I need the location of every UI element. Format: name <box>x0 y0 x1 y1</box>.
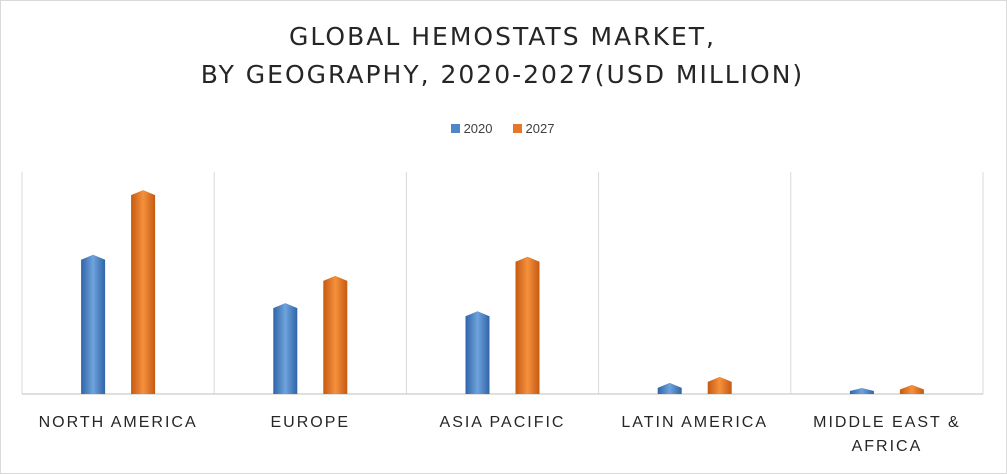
chart-title: GLOBAL HEMOSTATS MARKET, BY GEOGRAPHY, 2… <box>0 18 1005 94</box>
bar-2027-0 <box>131 190 156 394</box>
bar-2027-4 <box>899 384 924 394</box>
x-tick-label: NORTH AMERICA <box>39 414 198 431</box>
bar-2020-2 <box>465 311 490 394</box>
bar-2020-4 <box>849 387 874 394</box>
x-tick-label: LATIN AMERICA <box>621 414 768 431</box>
bar-2020-3 <box>657 382 682 394</box>
x-tick-label: MIDDLE EAST & AFRICA <box>813 414 961 455</box>
bar-2027-1 <box>323 275 348 394</box>
bar-2020-0 <box>81 254 106 394</box>
legend-swatch-2020 <box>450 124 460 133</box>
bar-2020-1 <box>273 303 298 394</box>
legend-swatch-2027 <box>512 124 522 133</box>
chart-title-line-1: GLOBAL HEMOSTATS MARKET, <box>289 22 716 51</box>
x-tick-label: ASIA PACIFIC <box>440 414 566 431</box>
bar-2027-3 <box>707 376 732 394</box>
bar-2027-2 <box>515 256 540 394</box>
legend-label-2027: 2027 <box>525 121 555 136</box>
legend-item-2027: 2027 <box>512 121 555 136</box>
legend-label-2020: 2020 <box>463 121 493 136</box>
chart-title-line-2: BY GEOGRAPHY, 2020-2027(USD MILLION) <box>200 60 805 89</box>
legend-item-2020: 2020 <box>450 121 493 136</box>
chart-legend: 2020 2027 <box>0 121 1005 136</box>
x-tick-label: EUROPE <box>271 414 351 431</box>
